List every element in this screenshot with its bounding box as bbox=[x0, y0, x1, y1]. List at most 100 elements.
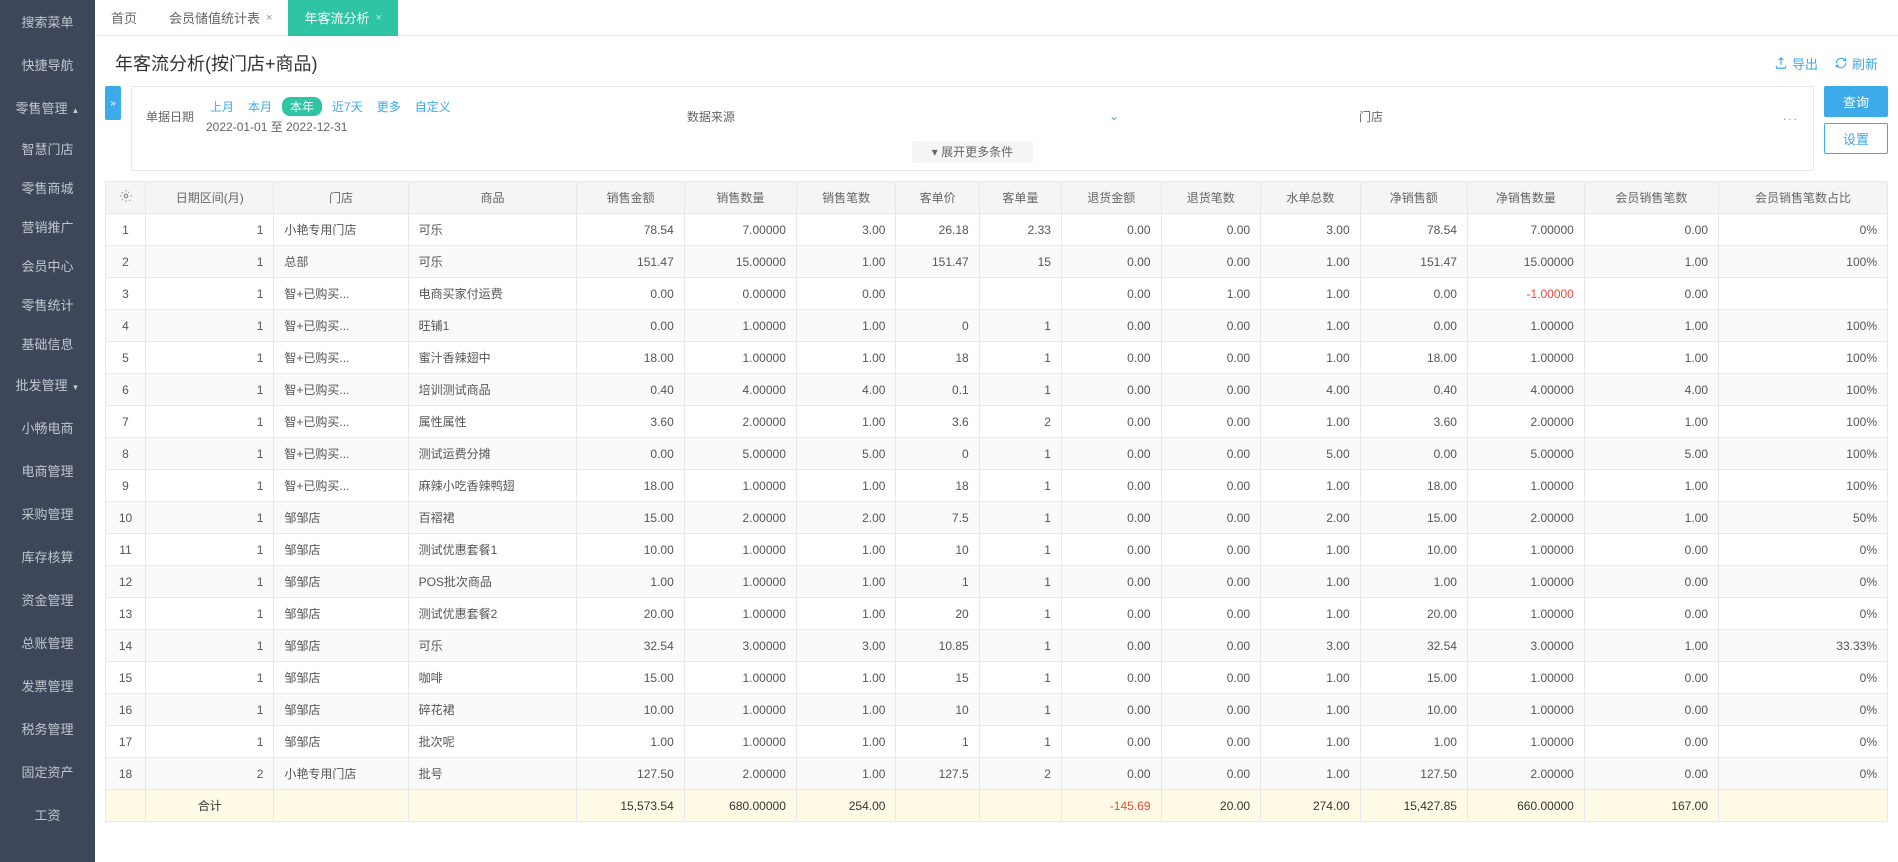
refresh-button[interactable]: 刷新 bbox=[1834, 54, 1878, 73]
column-header[interactable]: 会员销售笔数 bbox=[1584, 182, 1718, 214]
sidebar-item[interactable]: 电商管理 bbox=[0, 449, 95, 492]
column-header[interactable]: 销售数量 bbox=[684, 182, 796, 214]
cell: 1 bbox=[146, 342, 274, 374]
sidebar-item[interactable]: 快捷导航 bbox=[0, 43, 95, 86]
date-shortcut[interactable]: 自定义 bbox=[411, 97, 455, 116]
sidebar-sub-item[interactable]: 智慧门店 bbox=[0, 129, 95, 168]
footer-cell: 167.00 bbox=[1584, 790, 1718, 822]
sidebar-item[interactable]: 固定资产 bbox=[0, 750, 95, 793]
table-row[interactable]: 51智+已购买...蜜汁香辣翅中18.001.000001.001810.000… bbox=[106, 342, 1888, 374]
column-header[interactable]: 商品 bbox=[408, 182, 577, 214]
sidebar-item[interactable]: 小畅电商 bbox=[0, 406, 95, 449]
date-shortcut[interactable]: 近7天 bbox=[328, 97, 367, 116]
date-shortcut[interactable]: 上月 bbox=[206, 97, 238, 116]
table-row[interactable]: 151邹邹店咖啡15.001.000001.001510.000.001.001… bbox=[106, 662, 1888, 694]
cell: 100% bbox=[1719, 342, 1888, 374]
table-row[interactable]: 71智+已购买...属性属性3.602.000001.003.620.000.0… bbox=[106, 406, 1888, 438]
sidebar-item[interactable]: 总账管理 bbox=[0, 621, 95, 664]
table-row[interactable]: 61智+已购买...培训测试商品0.404.000004.000.110.000… bbox=[106, 374, 1888, 406]
query-button[interactable]: 查询 bbox=[1824, 86, 1888, 117]
cell: 电商买家付运费 bbox=[408, 278, 577, 310]
cell: 1 bbox=[146, 726, 274, 758]
close-icon[interactable]: × bbox=[375, 12, 381, 24]
row-index: 12 bbox=[106, 566, 146, 598]
tab[interactable]: 年客流分析× bbox=[288, 0, 397, 36]
footer-cell bbox=[1719, 790, 1888, 822]
store-select[interactable]: ... bbox=[1419, 109, 1799, 124]
column-header[interactable]: 净销售数量 bbox=[1467, 182, 1584, 214]
column-header[interactable]: 客单量 bbox=[979, 182, 1061, 214]
table-row[interactable]: 81智+已购买...测试运费分摊0.005.000005.00010.000.0… bbox=[106, 438, 1888, 470]
cell: 0.00 bbox=[1061, 502, 1161, 534]
export-button[interactable]: 导出 bbox=[1774, 54, 1818, 73]
cell: 咖啡 bbox=[408, 662, 577, 694]
column-header[interactable]: 水单总数 bbox=[1261, 182, 1361, 214]
source-select[interactable]: ⌄ bbox=[747, 109, 1127, 124]
cell: 1.00000 bbox=[1467, 310, 1584, 342]
date-shortcut[interactable]: 本月 bbox=[244, 97, 276, 116]
table-row[interactable]: 21总部可乐151.4715.000001.00151.47150.000.00… bbox=[106, 246, 1888, 278]
table-row[interactable]: 131邹邹店测试优惠套餐220.001.000001.002010.000.00… bbox=[106, 598, 1888, 630]
cell: 50% bbox=[1719, 502, 1888, 534]
table-row[interactable]: 31智+已购买...电商买家付运费0.000.000000.000.001.00… bbox=[106, 278, 1888, 310]
gear-column[interactable] bbox=[106, 182, 146, 214]
footer-cell: 660.00000 bbox=[1467, 790, 1584, 822]
cell: 151.47 bbox=[1360, 246, 1467, 278]
expand-more-button[interactable]: ▾ 展开更多条件 bbox=[912, 141, 1033, 163]
sidebar-sub-item[interactable]: 零售商城 bbox=[0, 168, 95, 207]
table-row[interactable]: 101邹邹店百褶裙15.002.000002.007.510.000.002.0… bbox=[106, 502, 1888, 534]
cell: 0.00 bbox=[577, 278, 684, 310]
sidebar-sub-item[interactable]: 会员中心 bbox=[0, 246, 95, 285]
table-row[interactable]: 121邹邹店POS批次商品1.001.000001.00110.000.001.… bbox=[106, 566, 1888, 598]
close-icon[interactable]: × bbox=[266, 12, 272, 24]
cell: 1 bbox=[896, 726, 979, 758]
sidebar-item[interactable]: 工资 bbox=[0, 793, 95, 836]
sidebar-item[interactable]: 税务管理 bbox=[0, 707, 95, 750]
table-row[interactable]: 161邹邹店碎花裙10.001.000001.001010.000.001.00… bbox=[106, 694, 1888, 726]
cell: 5.00 bbox=[796, 438, 896, 470]
sidebar-item[interactable]: 零售管理 bbox=[0, 86, 95, 129]
table-row[interactable]: 171邹邹店批次呢1.001.000001.00110.000.001.001.… bbox=[106, 726, 1888, 758]
column-header[interactable]: 退货笔数 bbox=[1161, 182, 1261, 214]
sidebar-item[interactable]: 资金管理 bbox=[0, 578, 95, 621]
column-header[interactable]: 门店 bbox=[274, 182, 408, 214]
tab[interactable]: 会员储值统计表× bbox=[153, 0, 288, 36]
column-header[interactable]: 客单价 bbox=[896, 182, 979, 214]
cell bbox=[896, 278, 979, 310]
date-shortcut[interactable]: 更多 bbox=[373, 97, 405, 116]
table-row[interactable]: 182小艳专用门店批号127.502.000001.00127.520.000.… bbox=[106, 758, 1888, 790]
sidebar-item[interactable]: 批发管理 bbox=[0, 363, 95, 406]
table-row[interactable]: 91智+已购买...麻辣小吃香辣鸭翅18.001.000001.001810.0… bbox=[106, 470, 1888, 502]
collapse-filter-button[interactable]: » bbox=[105, 86, 121, 120]
sidebar-sub-item[interactable]: 基础信息 bbox=[0, 324, 95, 363]
cell: 0.00 bbox=[577, 438, 684, 470]
column-header[interactable]: 销售笔数 bbox=[796, 182, 896, 214]
cell: 小艳专用门店 bbox=[274, 214, 408, 246]
cell: 127.50 bbox=[1360, 758, 1467, 790]
tab[interactable]: 首页 bbox=[95, 0, 153, 36]
cell: 0.00 bbox=[1360, 278, 1467, 310]
table-row[interactable]: 141邹邹店可乐32.543.000003.0010.8510.000.003.… bbox=[106, 630, 1888, 662]
cell: 1 bbox=[979, 694, 1061, 726]
column-header[interactable]: 日期区间(月) bbox=[146, 182, 274, 214]
cell: 10.00 bbox=[1360, 694, 1467, 726]
column-header[interactable]: 销售金额 bbox=[577, 182, 684, 214]
sidebar-item[interactable]: 库存核算 bbox=[0, 535, 95, 578]
sidebar-sub-item[interactable]: 营销推广 bbox=[0, 207, 95, 246]
date-shortcut[interactable]: 本年 bbox=[282, 97, 322, 116]
column-header[interactable]: 净销售额 bbox=[1360, 182, 1467, 214]
cell: 100% bbox=[1719, 406, 1888, 438]
column-header[interactable]: 会员销售笔数占比 bbox=[1719, 182, 1888, 214]
sidebar-item[interactable]: 发票管理 bbox=[0, 664, 95, 707]
table-row[interactable]: 41智+已购买...旺铺10.001.000001.00010.000.001.… bbox=[106, 310, 1888, 342]
cell: 麻辣小吃香辣鸭翅 bbox=[408, 470, 577, 502]
column-header[interactable]: 退货金额 bbox=[1061, 182, 1161, 214]
sidebar-item[interactable]: 搜索菜单 bbox=[0, 0, 95, 43]
table-row[interactable]: 11小艳专用门店可乐78.547.000003.0026.182.330.000… bbox=[106, 214, 1888, 246]
sidebar-sub-item[interactable]: 零售统计 bbox=[0, 285, 95, 324]
cell: 0.00000 bbox=[684, 278, 796, 310]
row-index: 3 bbox=[106, 278, 146, 310]
table-row[interactable]: 111邹邹店测试优惠套餐110.001.000001.001010.000.00… bbox=[106, 534, 1888, 566]
settings-button[interactable]: 设置 bbox=[1824, 123, 1888, 154]
sidebar-item[interactable]: 采购管理 bbox=[0, 492, 95, 535]
